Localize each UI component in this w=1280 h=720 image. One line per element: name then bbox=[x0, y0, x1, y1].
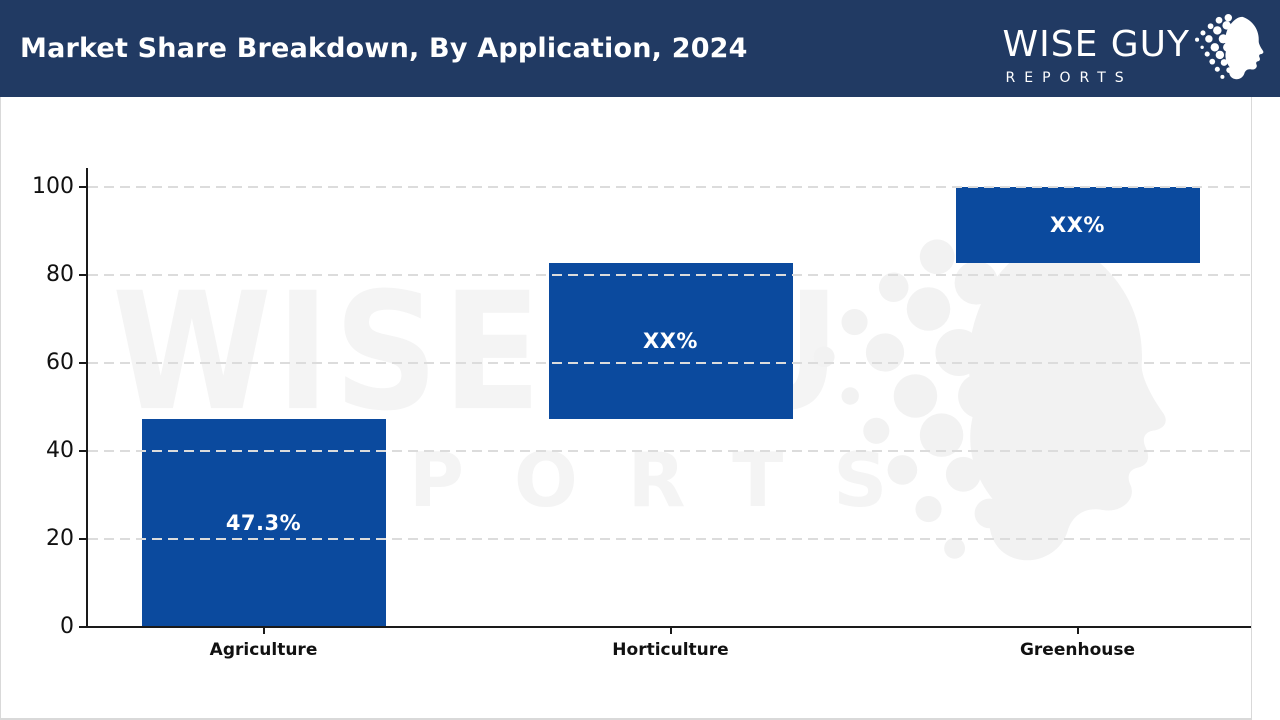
y-tick bbox=[79, 361, 86, 364]
y-tick-label: 40 bbox=[46, 437, 74, 463]
bar-value-label: XX% bbox=[643, 328, 698, 353]
bar-greenhouse: XX% bbox=[955, 186, 1200, 264]
x-tick bbox=[1076, 628, 1079, 634]
y-tick bbox=[79, 273, 86, 276]
y-tick-label: 80 bbox=[46, 261, 74, 287]
x-axis-label-horticulture: Horticulture bbox=[612, 640, 729, 660]
gridline bbox=[88, 273, 1252, 276]
watermark-head-icon bbox=[813, 224, 1166, 561]
y-tick bbox=[79, 626, 86, 628]
bar-horticulture: XX% bbox=[548, 263, 793, 419]
gridline bbox=[88, 537, 1252, 540]
x-tick bbox=[669, 628, 672, 634]
y-axis-line bbox=[86, 168, 88, 628]
y-tick bbox=[79, 185, 86, 188]
wiseguy-logo: WISE GUY REPORTS bbox=[1003, 7, 1269, 91]
x-axis-label-greenhouse: Greenhouse bbox=[1019, 640, 1136, 660]
logo-text: WISE GUY REPORTS bbox=[1002, 24, 1191, 87]
gridline bbox=[88, 361, 1252, 364]
y-tick-label: 60 bbox=[46, 349, 74, 375]
y-tick-label: 20 bbox=[46, 525, 74, 551]
header: Market Share Breakdown, By Application, … bbox=[0, 0, 1280, 97]
logo-face-icon bbox=[1195, 14, 1264, 80]
bar-agriculture: 47.3% bbox=[141, 418, 386, 627]
logo-subtext: REPORTS bbox=[1005, 70, 1133, 86]
gridline bbox=[88, 449, 1252, 452]
y-tick bbox=[79, 537, 86, 540]
x-axis-line bbox=[86, 626, 1252, 628]
bar-value-label: 47.3% bbox=[225, 510, 302, 535]
bar-value-label: XX% bbox=[1050, 212, 1105, 237]
y-tick-label: 100 bbox=[32, 173, 74, 199]
x-tick bbox=[262, 628, 265, 634]
y-tick bbox=[79, 449, 86, 452]
logo-wordmark: WISE GUY bbox=[1002, 24, 1190, 65]
y-tick-label: 0 bbox=[60, 614, 74, 639]
x-axis-label-agriculture: Agriculture bbox=[209, 640, 318, 660]
gridline bbox=[88, 185, 1252, 188]
page-title: Market Share Breakdown, By Application, … bbox=[20, 33, 748, 64]
